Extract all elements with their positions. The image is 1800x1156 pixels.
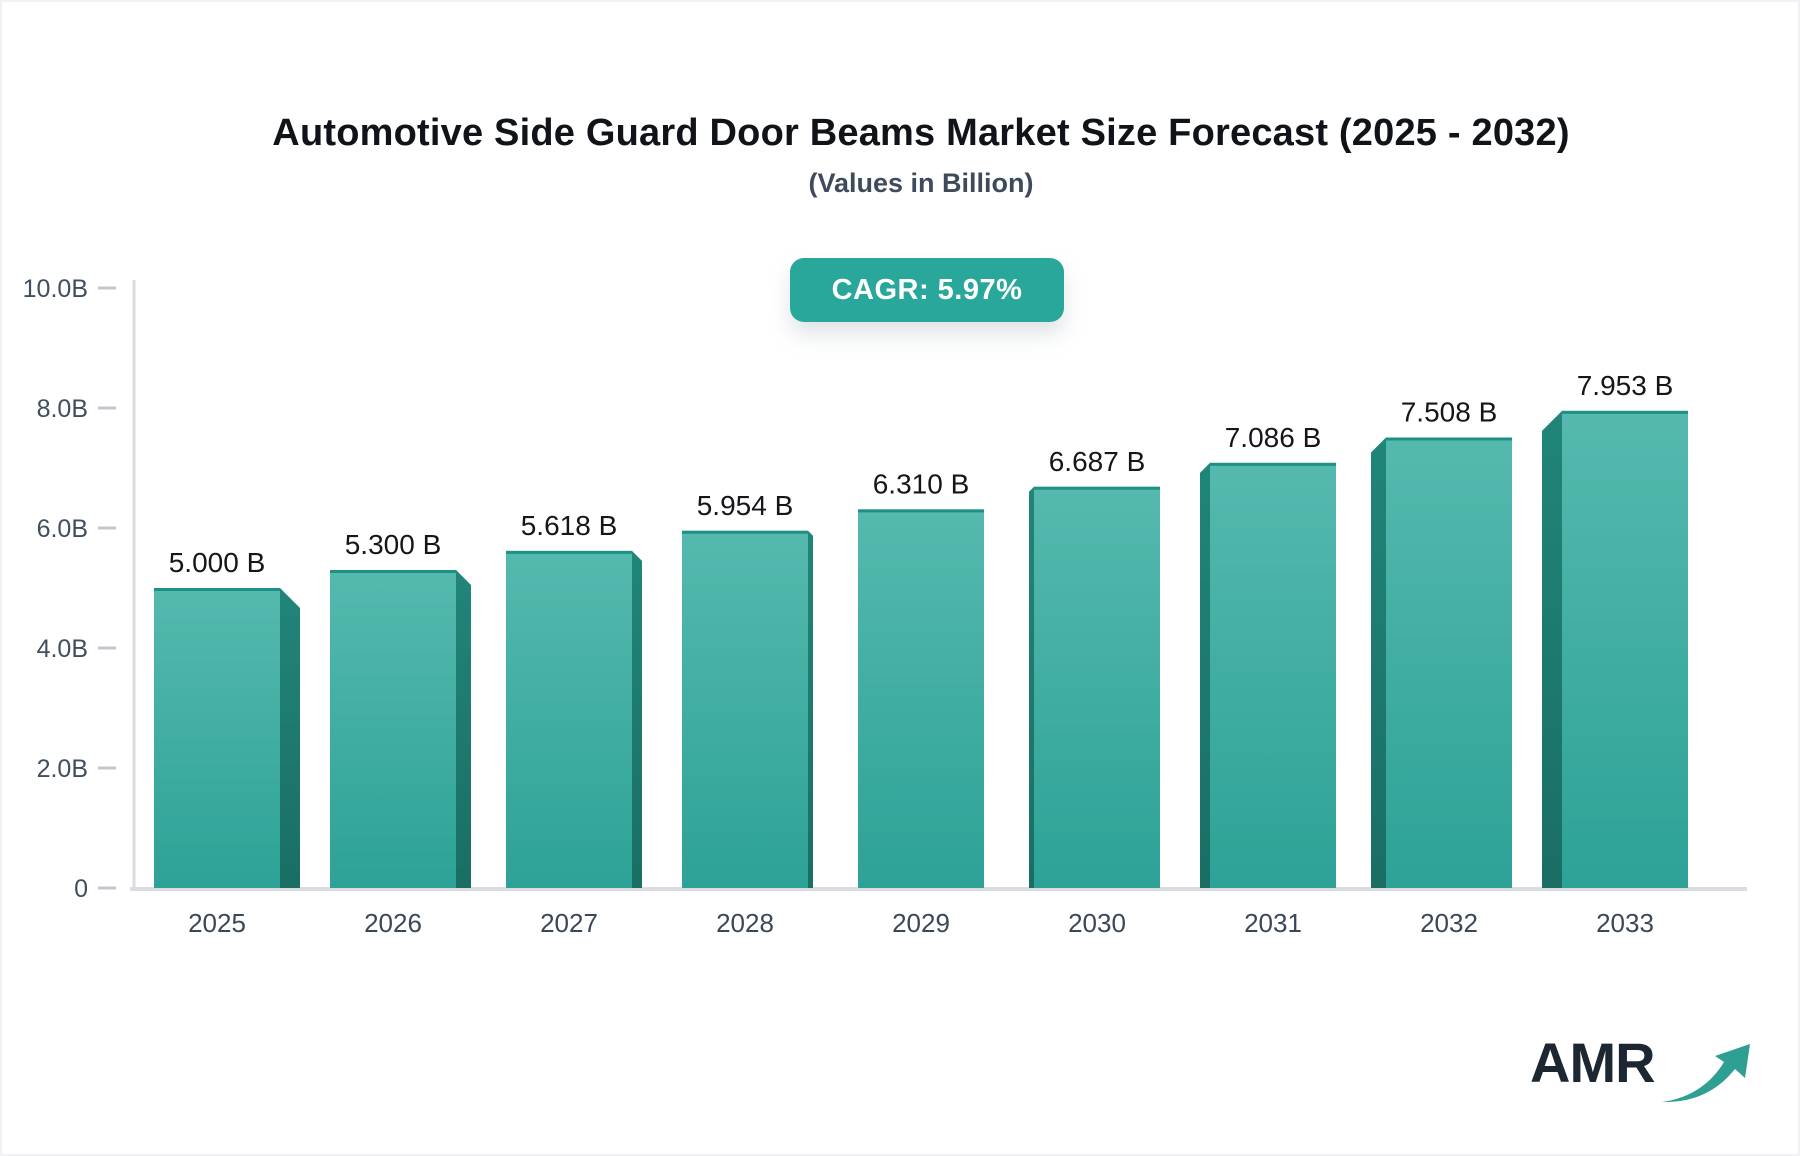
bar-value-label: 7.086 B	[1225, 422, 1322, 453]
trending-up-arrow-icon	[1662, 1044, 1750, 1103]
cagr-badge: CAGR: 5.97%	[790, 258, 1064, 322]
amr-logo: AMR	[1530, 1030, 1750, 1120]
cagr-badge-label: CAGR: 5.97%	[831, 273, 1023, 306]
bar-side-face	[280, 588, 300, 888]
x-axis-label: 2031	[1244, 908, 1302, 938]
bar-group-2030[interactable]: 6.687 B	[1029, 446, 1160, 888]
chart-subtitle: (Values in Billion)	[808, 168, 1034, 198]
y-tick-label: 0	[74, 875, 88, 903]
bar-front-face	[1034, 486, 1160, 888]
x-axis-label: 2026	[364, 908, 422, 938]
bar-side-face	[1542, 410, 1562, 888]
bar-side-face	[1200, 462, 1210, 888]
bar-front-face	[1562, 410, 1688, 888]
y-tick-label: 6.0B	[37, 515, 88, 543]
bar-side-face	[1029, 486, 1034, 888]
y-tick-label: 4.0B	[37, 635, 88, 663]
x-axis-label: 2029	[892, 908, 950, 938]
x-axis-label: 2030	[1068, 908, 1126, 938]
chart-title: Automotive Side Guard Door Beams Market …	[272, 112, 1570, 154]
x-axis-label: 2027	[540, 908, 598, 938]
bar-group-2031[interactable]: 7.086 B	[1200, 422, 1336, 888]
bar-group-2029[interactable]: 6.310 B	[858, 468, 984, 888]
bar-group-2027[interactable]: 5.618 B	[506, 510, 642, 888]
y-tick-label: 10.0B	[23, 275, 88, 303]
bar-side-face	[632, 550, 642, 888]
bar-value-label: 6.687 B	[1049, 446, 1146, 477]
bar-group-2028[interactable]: 5.954 B	[682, 490, 813, 888]
bar-side-face	[808, 530, 813, 888]
bar-front-face	[154, 588, 280, 888]
bar-front-face	[858, 509, 984, 888]
x-axis-label: 2028	[716, 908, 774, 938]
bar-value-label: 5.000 B	[169, 547, 266, 578]
bar-group-2032[interactable]: 7.508 B	[1371, 397, 1512, 888]
bar-front-face	[1210, 462, 1336, 888]
bar-group-2026[interactable]: 5.300 B	[330, 529, 471, 888]
bar-front-face	[1386, 437, 1512, 888]
amr-logo-text: AMR	[1530, 1031, 1656, 1094]
bar-value-label: 7.953 B	[1577, 370, 1674, 401]
bar-value-label: 5.300 B	[345, 529, 442, 560]
y-tick-label: 2.0B	[37, 755, 88, 783]
bar-front-face	[682, 530, 808, 888]
bar-front-face	[506, 550, 632, 888]
bar-value-label: 5.618 B	[521, 510, 618, 541]
bar-value-label: 7.508 B	[1401, 397, 1498, 428]
bar-value-label: 6.310 B	[873, 468, 970, 499]
x-axis-label: 2025	[188, 908, 246, 938]
bar-side-face	[456, 570, 471, 888]
y-tick-label: 8.0B	[37, 395, 88, 423]
bar-group-2033[interactable]: 7.953 B	[1542, 370, 1688, 888]
bar-front-face	[330, 570, 456, 888]
bar-group-2025[interactable]: 5.000 B	[154, 547, 300, 888]
bar-value-label: 5.954 B	[697, 490, 794, 521]
bar-side-face	[1371, 437, 1386, 888]
x-axis-label: 2033	[1596, 908, 1654, 938]
x-axis-label: 2032	[1420, 908, 1478, 938]
